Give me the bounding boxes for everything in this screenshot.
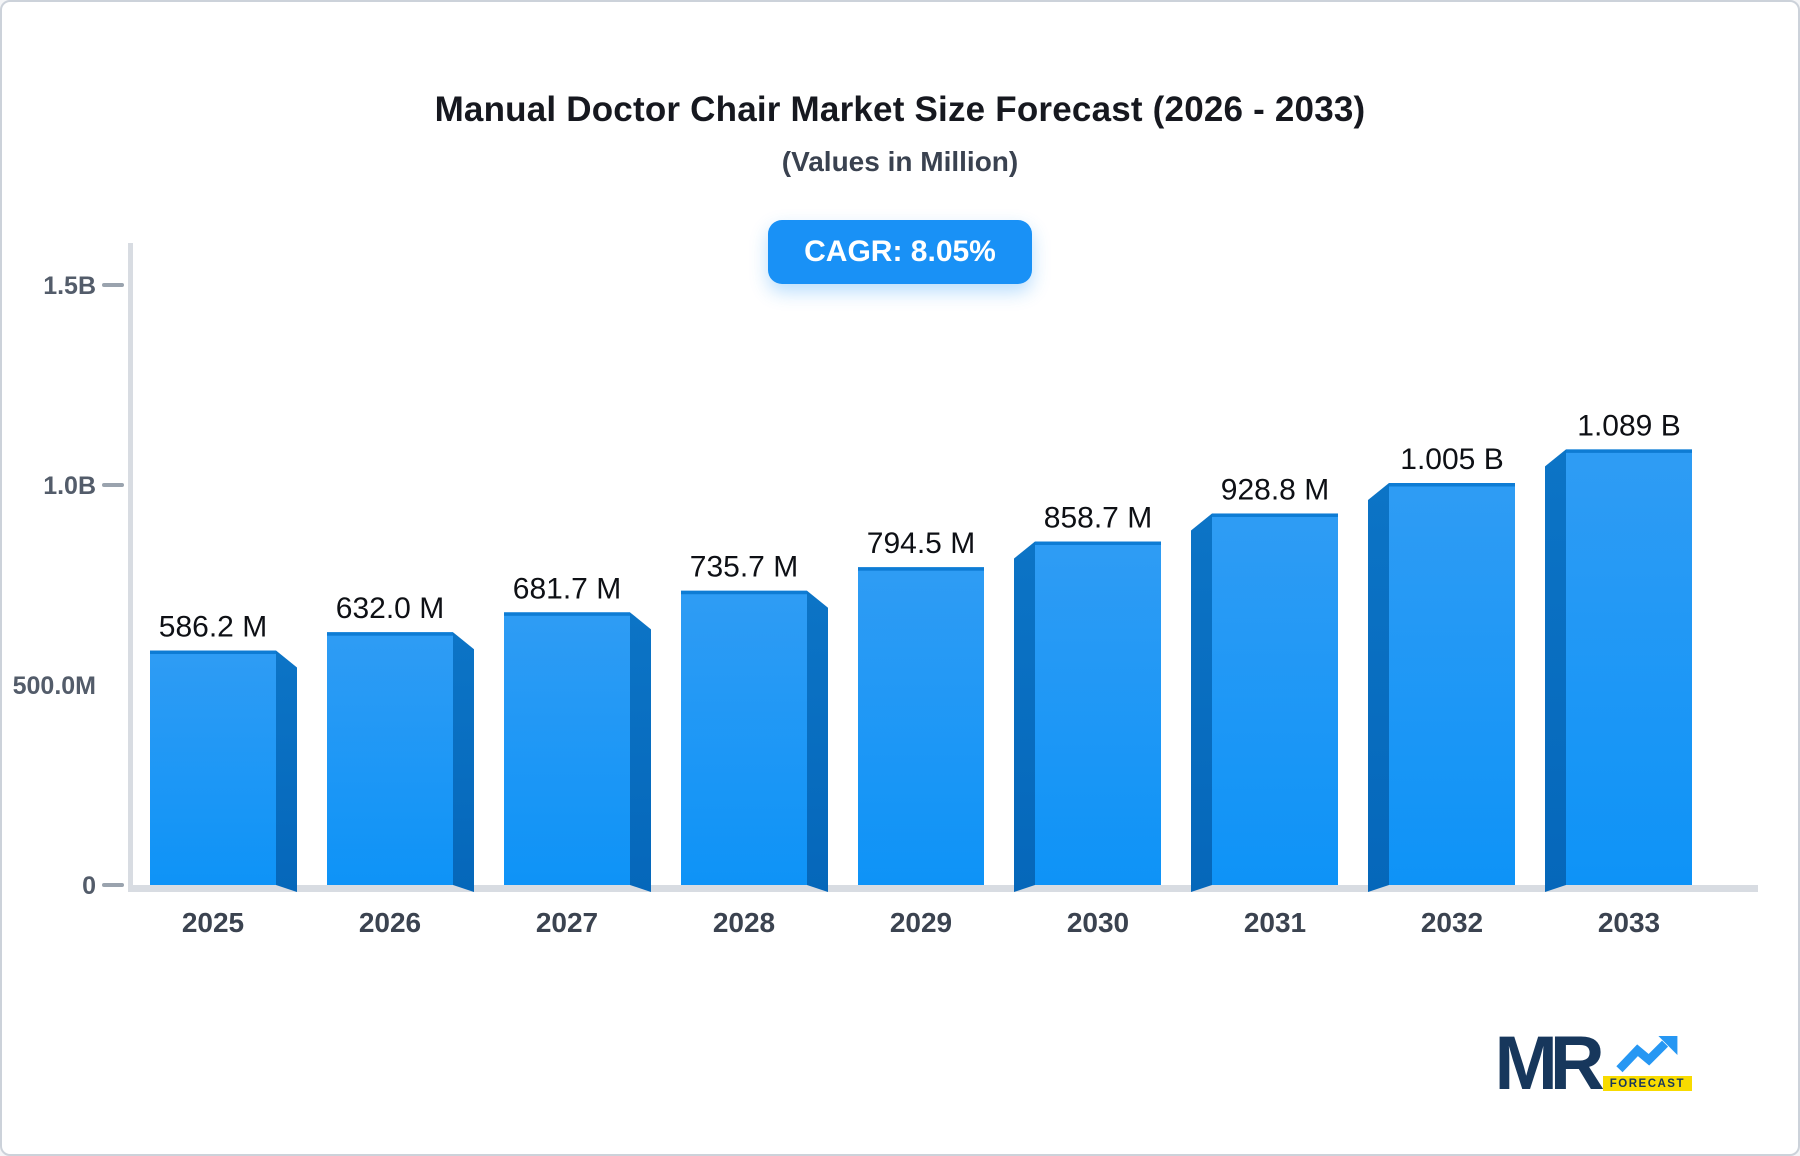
cagr-badge: CAGR: 8.05%	[768, 220, 1032, 284]
bar-top-edge	[1212, 513, 1338, 517]
y-tick-label: 1.5B	[43, 272, 96, 300]
brand-logo-right: FORECAST	[1602, 1036, 1692, 1091]
bar-side-face	[1191, 513, 1212, 892]
bar	[150, 650, 276, 885]
bar-side-face	[1545, 449, 1566, 892]
x-tick-label: 2025	[182, 907, 244, 938]
x-tick-label: 2032	[1421, 907, 1483, 938]
bar	[858, 567, 984, 885]
brand-logo-sub: FORECAST	[1602, 1076, 1692, 1091]
bar-value-label: 681.7 M	[513, 572, 621, 605]
bar-value-label: 928.8 M	[1221, 473, 1329, 506]
chart-subtitle: (Values in Million)	[781, 146, 1019, 177]
trend-arrow-icon	[1616, 1036, 1678, 1073]
x-tick-label: 2029	[890, 907, 952, 938]
bar	[327, 632, 453, 885]
y-tick-label: 0	[82, 872, 96, 900]
y-tick-label: 500.0M	[13, 672, 96, 700]
chart-title: Manual Doctor Chair Market Size Forecast…	[434, 90, 1366, 129]
x-axis-line	[128, 885, 1758, 892]
bar	[1212, 513, 1338, 885]
bar-value-label: 586.2 M	[159, 611, 267, 644]
brand-logo-text: MR	[1494, 1021, 1605, 1106]
bar-top-edge	[1566, 449, 1692, 453]
y-tick-label: 1.0B	[43, 472, 96, 500]
bar-side-face	[807, 590, 828, 892]
x-tick-label: 2028	[713, 907, 775, 938]
x-tick-label: 2027	[536, 907, 598, 938]
bar-top-edge	[504, 612, 630, 616]
y-tick-mark	[102, 483, 124, 487]
y-tick-mark	[102, 883, 124, 887]
chart-header: Manual Doctor Chair Market Size Forecast…	[2, 90, 1798, 284]
bar-value-label: 735.7 M	[690, 551, 798, 584]
bar-top-edge	[150, 650, 276, 655]
bar	[1035, 541, 1161, 885]
bar	[1389, 483, 1515, 885]
bar-side-face	[630, 612, 651, 892]
bar-side-face	[453, 632, 474, 892]
bar-value-label: 632.0 M	[336, 592, 444, 625]
bar-value-label: 794.5 M	[867, 527, 975, 560]
bar-top-edge	[1389, 483, 1515, 487]
bar-value-label: 1.005 B	[1400, 443, 1503, 476]
bar	[1566, 449, 1692, 885]
x-tick-label: 2033	[1598, 907, 1660, 938]
bar-side-face	[1368, 483, 1389, 892]
bar-top-edge	[1035, 541, 1161, 546]
x-tick-label: 2031	[1244, 907, 1306, 938]
bar	[504, 612, 630, 885]
y-tick-mark	[102, 283, 124, 287]
bar-side-face	[1014, 541, 1035, 892]
x-tick-label: 2026	[359, 907, 421, 938]
bar-top-edge	[681, 590, 807, 595]
brand-logo: MR FORECAST	[1494, 1021, 1692, 1106]
bar-top-edge	[858, 567, 984, 571]
bar-top-edge	[327, 632, 453, 636]
bar	[681, 590, 807, 885]
bar-side-face	[276, 650, 297, 892]
x-tick-label: 2030	[1067, 907, 1129, 938]
bar-value-label: 1.089 B	[1577, 409, 1680, 442]
y-axis-line	[128, 243, 133, 892]
bar-value-label: 858.7 M	[1044, 502, 1152, 535]
